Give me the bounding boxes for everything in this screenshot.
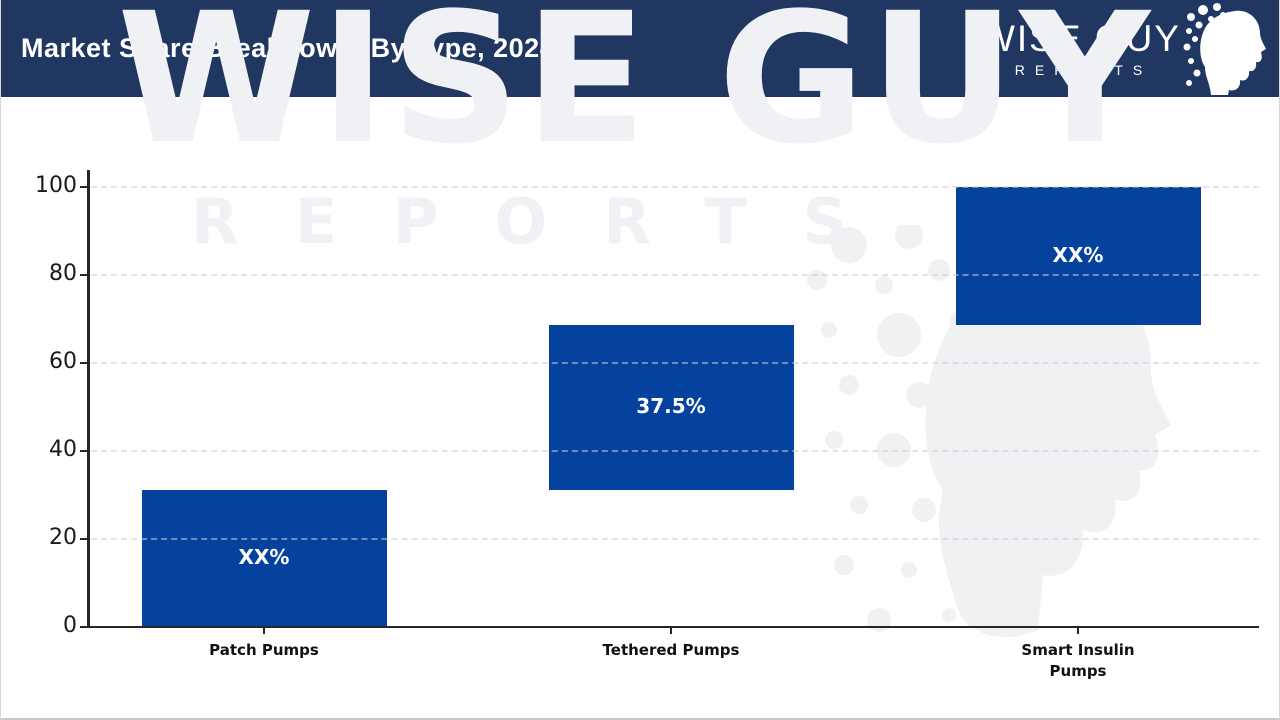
y-tick-label-20: 20 xyxy=(49,525,77,550)
wise-guy-logo: WISE GUY REPORTS xyxy=(980,2,1279,95)
watermark-face-dots xyxy=(807,225,1171,638)
gridline-100 xyxy=(91,186,1259,188)
watermark-subtitle: REPORTS xyxy=(191,185,904,258)
bar-patch-pumps xyxy=(141,489,387,627)
x-category-label: Patch Pumps xyxy=(209,641,319,659)
gridline-40 xyxy=(91,450,1259,452)
bar-tethered-pumps xyxy=(548,324,794,490)
bar-value-label: XX% xyxy=(238,545,290,570)
y-tick-mark-0 xyxy=(80,626,89,628)
gridline-60 xyxy=(91,362,1259,364)
gridline-20 xyxy=(91,538,1259,540)
logo-face-icon xyxy=(1183,2,1266,95)
x-axis-line xyxy=(87,625,1259,628)
x-tick-mark-0 xyxy=(263,628,265,634)
logo-wordmark: WISE GUY xyxy=(979,18,1181,59)
header-bar: Market Share Breakdown, By Type, 2024 WI… xyxy=(1,0,1279,97)
y-tick-mark-20 xyxy=(80,538,89,540)
y-tick-mark-100 xyxy=(80,186,89,188)
bar-smart-insulin-pumps xyxy=(955,187,1201,325)
bar-value-label: 37.5% xyxy=(636,394,706,418)
y-tick-mark-40 xyxy=(80,450,89,452)
x-tick-mark-2 xyxy=(1077,628,1079,634)
y-tick-label-80: 80 xyxy=(49,261,77,286)
bar-value-label: XX% xyxy=(1052,242,1104,267)
x-category-label: Smart Insulin Pumps xyxy=(1021,641,1135,680)
y-tick-mark-60 xyxy=(80,362,89,364)
gridline-80 xyxy=(91,274,1259,276)
y-axis-line xyxy=(87,170,90,627)
y-tick-label-60: 60 xyxy=(49,349,77,374)
y-tick-mark-80 xyxy=(80,274,89,276)
logo-text: WISE GUY REPORTS xyxy=(980,20,1181,77)
page-title: Market Share Breakdown, By Type, 2024 xyxy=(21,33,556,63)
y-tick-label-40: 40 xyxy=(49,437,77,462)
y-tick-label-0: 0 xyxy=(63,613,77,638)
logo-subtitle: REPORTS xyxy=(1014,62,1153,78)
watermark-wordmark: WISE GUY xyxy=(117,0,1155,184)
x-tick-mark-1 xyxy=(670,628,672,634)
y-tick-label-100: 100 xyxy=(35,173,77,198)
x-category-label: Tethered Pumps xyxy=(602,641,740,659)
